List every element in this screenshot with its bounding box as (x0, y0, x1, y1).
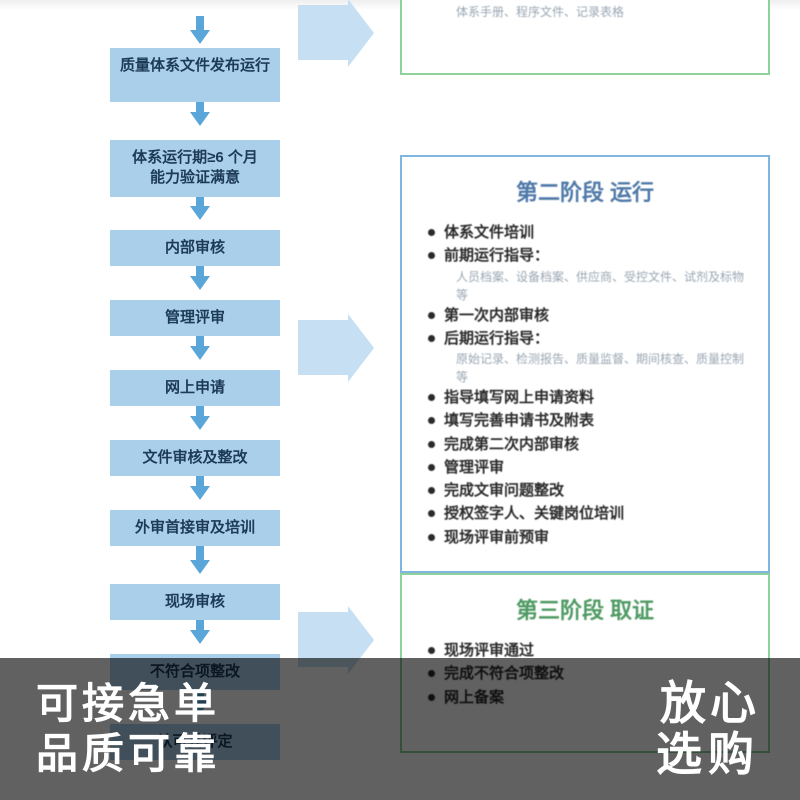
flow-arrow-down (190, 560, 210, 574)
flow-step-f6: 文件审核及整改 (110, 440, 280, 476)
flow-arrow-down (190, 112, 210, 126)
flow-arrow-down (190, 630, 210, 644)
promo-right-line1: 放心 (656, 678, 760, 729)
stage-arrow-2 (298, 320, 348, 375)
promo-overlay: 可接急单 品质可靠 放心 选购 (0, 658, 800, 800)
bullet-item: 管理评审 (426, 456, 744, 479)
flow-step-f5: 网上申请 (110, 370, 280, 406)
flow-arrow-down (190, 206, 210, 220)
promo-left-line2: 品质可靠 (36, 729, 220, 779)
promo-left-line1: 可接急单 (36, 679, 220, 729)
flow-arrow-down (190, 486, 210, 500)
bullet-item: 现场评审前预审 (426, 526, 744, 549)
bullet-sub: 原始记录、检测报告、质量监督、期间核查、质量控制等 (426, 350, 744, 386)
flow-step-f4: 管理评审 (110, 300, 280, 336)
diagram-canvas: 质量体系文件发布运行体系运行期≥6 个月 能力验证满意内部审核管理评审网上申请文… (0, 0, 800, 800)
stage-panel-p1: 体系文件初稿编写：体系手册、程序文件、记录表格 (400, 0, 770, 75)
bullet-item: 第一次内部审核 (426, 304, 744, 327)
flow-arrow-down (190, 346, 210, 360)
bullet-item: 完成文审问题整改 (426, 479, 744, 502)
flow-step-f7: 外审首接审及培训 (110, 510, 280, 546)
bullet-item: 前期运行指导： (426, 244, 744, 267)
bullet-item: 填写完善申请书及附表 (426, 409, 744, 432)
flow-step-f1: 质量体系文件发布运行 (110, 48, 280, 102)
stage-title: 第三阶段 取证 (426, 593, 744, 625)
promo-left: 可接急单 品质可靠 (36, 679, 220, 778)
stage-title: 第二阶段 运行 (426, 175, 744, 207)
flow-step-f3: 内部审核 (110, 230, 280, 266)
stage-arrow-1 (298, 5, 348, 60)
flow-step-f2: 体系运行期≥6 个月 能力验证满意 (110, 140, 280, 197)
stage-bullets: 体系文件培训前期运行指导：人员档案、设备档案、供应商、受控文件、试剂及标物等第一… (426, 221, 744, 549)
bullet-sub: 人员档案、设备档案、供应商、受控文件、试剂及标物等 (426, 268, 744, 304)
bullet-item: 体系文件培训 (426, 221, 744, 244)
bullet-item: 后期运行指导： (426, 327, 744, 350)
promo-right-line2: 选购 (656, 729, 760, 780)
promo-right: 放心 选购 (656, 678, 760, 779)
flow-step-f8: 现场审核 (110, 584, 280, 620)
flow-arrow-down (190, 276, 210, 290)
bullet-item: 指导填写网上申请资料 (426, 386, 744, 409)
bullet-item: 授权签字人、关键岗位培训 (426, 502, 744, 525)
flow-arrow-down (190, 30, 210, 44)
flow-arrow-down (190, 416, 210, 430)
bullet-item: 完成第二次内部审核 (426, 433, 744, 456)
bullet-sub: 体系手册、程序文件、记录表格 (426, 3, 744, 21)
stage-panel-p2: 第二阶段 运行体系文件培训前期运行指导：人员档案、设备档案、供应商、受控文件、试… (400, 155, 770, 573)
stage-bullets: 体系文件初稿编写：体系手册、程序文件、记录表格 (426, 0, 744, 21)
